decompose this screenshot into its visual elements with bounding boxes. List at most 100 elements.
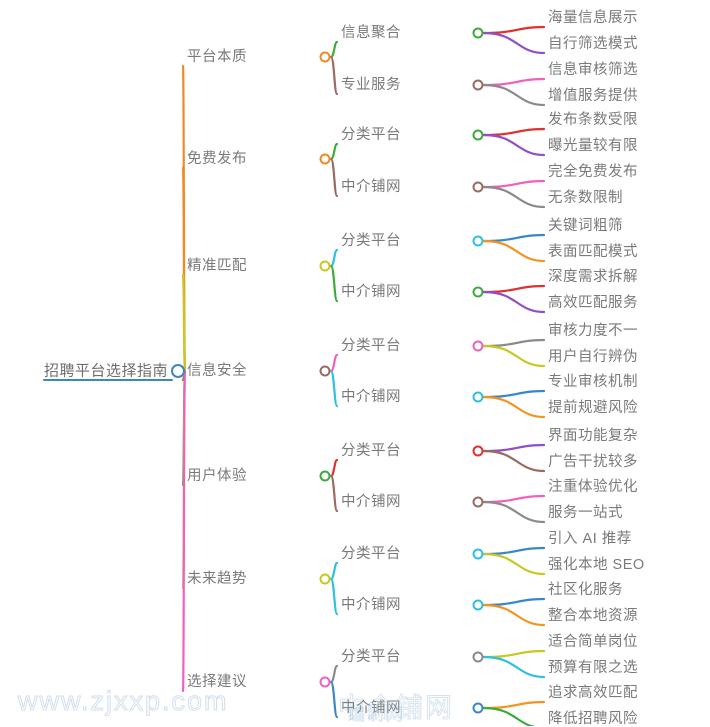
leaf-node-label-1-1-1[interactable]: 无条数限制 (548, 189, 623, 206)
leaf-node-label-5-0-0[interactable]: 引入 AI 推荐 (548, 530, 632, 547)
branch-node-dot-0[interactable] (319, 51, 331, 63)
child-node-label-5-1[interactable]: 中介铺网 (341, 596, 401, 613)
child-node-label-4-0[interactable]: 分类平台 (341, 442, 401, 459)
branch-node-label-0[interactable]: 平台本质 (187, 48, 247, 65)
leaf-node-label-1-0-0[interactable]: 发布条数受限 (548, 111, 638, 128)
connector (329, 369, 339, 408)
leaf-node-label-1-0-1[interactable]: 曝光量较有限 (548, 137, 638, 154)
connector (181, 369, 187, 487)
root-node-label[interactable]: 招聘平台选择指南 (44, 362, 169, 380)
branch-node-label-1[interactable]: 免费发布 (187, 150, 247, 167)
branch-node-label-4[interactable]: 用户体验 (187, 467, 247, 484)
connector (181, 369, 187, 590)
child-node-label-3-0[interactable]: 分类平台 (341, 337, 401, 354)
leaf-node-label-4-0-1[interactable]: 广告干扰较多 (548, 453, 638, 470)
leaf-node-label-6-1-1[interactable]: 降低招聘风险 (548, 710, 638, 727)
child-node-dot-4-1[interactable] (472, 496, 484, 508)
connector (181, 64, 187, 373)
watermark-url: www.zjxxp.com (18, 686, 229, 717)
connector (329, 353, 339, 373)
connector (181, 369, 187, 693)
connector (482, 546, 546, 556)
leaf-node-label-6-0-1[interactable]: 预算有限之选 (548, 659, 638, 676)
child-node-dot-1-1[interactable] (472, 181, 484, 193)
child-node-label-6-0[interactable]: 分类平台 (341, 648, 401, 665)
branch-node-dot-5[interactable] (319, 573, 331, 585)
connector (482, 338, 546, 348)
connector (482, 395, 546, 419)
leaf-node-label-5-1-0[interactable]: 社区化服务 (548, 581, 623, 598)
leaf-node-label-2-1-1[interactable]: 高效匹配服务 (548, 294, 638, 311)
child-node-label-5-0[interactable]: 分类平台 (341, 545, 401, 562)
child-node-label-2-0[interactable]: 分类平台 (341, 232, 401, 249)
connector (482, 179, 546, 189)
child-node-label-6-1[interactable]: 中介铺网 (341, 699, 401, 716)
child-node-label-3-1[interactable]: 中介铺网 (341, 388, 401, 405)
branch-node-dot-6[interactable] (319, 676, 331, 688)
leaf-node-label-3-0-1[interactable]: 用户自行辨伪 (548, 348, 638, 365)
child-node-dot-3-1[interactable] (472, 391, 484, 403)
leaf-node-label-0-0-0[interactable]: 海量信息展示 (548, 9, 638, 26)
leaf-node-label-0-0-1[interactable]: 自行筛选模式 (548, 35, 638, 52)
leaf-node-label-0-1-0[interactable]: 信息审核筛选 (548, 61, 638, 78)
child-node-label-0-1[interactable]: 专业服务 (341, 76, 401, 93)
connector (482, 233, 546, 243)
connector (482, 603, 546, 627)
connector (329, 55, 339, 96)
leaf-node-label-0-1-1[interactable]: 增值服务提供 (548, 87, 638, 104)
connector (482, 494, 546, 504)
leaf-node-label-6-1-0[interactable]: 追求高效匹配 (548, 684, 638, 701)
branch-node-label-6[interactable]: 选择建议 (187, 673, 247, 690)
child-node-label-2-1[interactable]: 中介铺网 (341, 283, 401, 300)
child-node-dot-3-0[interactable] (472, 340, 484, 352)
branch-node-dot-3[interactable] (319, 365, 331, 377)
connector (482, 284, 546, 294)
leaf-node-label-6-0-0[interactable]: 适合简单岗位 (548, 633, 638, 650)
connector (482, 700, 546, 710)
leaf-node-label-5-0-1[interactable]: 强化本地 SEO (548, 556, 645, 573)
leaf-node-label-2-0-0[interactable]: 关键词粗筛 (548, 217, 623, 234)
leaf-node-label-3-1-0[interactable]: 专业审核机制 (548, 373, 638, 390)
child-node-dot-0-1[interactable] (472, 79, 484, 91)
child-node-label-1-0[interactable]: 分类平台 (341, 126, 401, 143)
child-node-dot-1-0[interactable] (472, 129, 484, 141)
child-node-dot-6-0[interactable] (472, 651, 484, 663)
connector (329, 664, 339, 684)
leaf-node-label-1-1-0[interactable]: 完全免费发布 (548, 163, 638, 180)
child-node-dot-2-1[interactable] (472, 286, 484, 298)
connector (181, 166, 187, 373)
child-node-label-1-1[interactable]: 中介铺网 (341, 178, 401, 195)
leaf-node-label-2-1-0[interactable]: 深度需求拆解 (548, 268, 638, 285)
child-node-label-0-0[interactable]: 信息聚合 (341, 24, 401, 41)
branch-node-label-5[interactable]: 未来趋势 (187, 570, 247, 587)
branch-node-dot-1[interactable] (319, 153, 331, 165)
child-node-dot-4-0[interactable] (472, 445, 484, 457)
connector (181, 273, 187, 373)
connector (329, 157, 339, 198)
branch-node-label-2[interactable]: 精准匹配 (187, 257, 247, 274)
branch-node-label-3[interactable]: 信息安全 (187, 362, 247, 379)
child-node-label-4-1[interactable]: 中介铺网 (341, 493, 401, 510)
leaf-node-label-4-1-0[interactable]: 注重体验优化 (548, 478, 638, 495)
child-node-dot-5-1[interactable] (472, 599, 484, 611)
connector (482, 655, 546, 679)
branch-node-dot-4[interactable] (319, 470, 331, 482)
child-node-dot-6-1[interactable] (472, 702, 484, 714)
child-node-dot-5-0[interactable] (472, 548, 484, 560)
connector (482, 133, 546, 157)
root-node-dot[interactable] (171, 364, 185, 378)
child-node-dot-0-0[interactable] (472, 27, 484, 39)
child-node-dot-2-0[interactable] (472, 235, 484, 247)
leaf-node-label-2-0-1[interactable]: 表面匹配模式 (548, 243, 638, 260)
leaf-node-label-4-0-0[interactable]: 界面功能复杂 (548, 427, 638, 444)
connector (329, 40, 339, 59)
leaf-node-label-3-0-0[interactable]: 审核力度不一 (548, 322, 638, 339)
connector (482, 344, 546, 368)
branch-node-dot-2[interactable] (319, 260, 331, 272)
leaf-node-label-5-1-1[interactable]: 整合本地资源 (548, 607, 638, 624)
connector (329, 474, 339, 513)
connector (482, 290, 546, 314)
leaf-node-label-3-1-1[interactable]: 提前规避风险 (548, 399, 638, 416)
leaf-node-label-4-1-1[interactable]: 服务一站式 (548, 504, 623, 521)
